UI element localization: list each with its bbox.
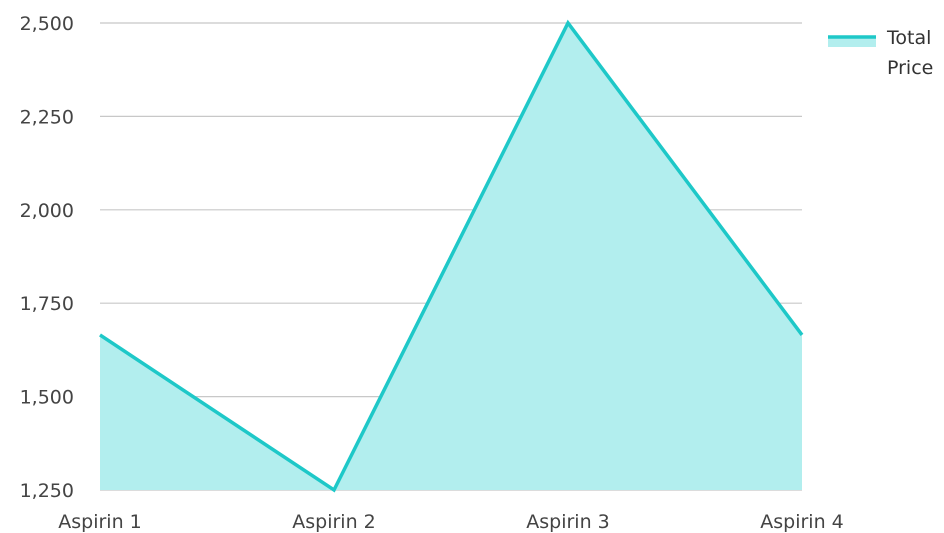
x-tick-label: Aspirin 4 [760, 511, 844, 533]
y-tick-label: 1,250 [20, 480, 74, 502]
legend: Total Price [828, 27, 933, 79]
legend-label-line-1: Total [886, 27, 931, 49]
y-tick-label: 2,000 [20, 200, 74, 222]
y-axis-ticks: 1,250 1,500 1,750 2,000 2,250 2,500 [20, 13, 74, 502]
x-axis-ticks: Aspirin 1 Aspirin 2 Aspirin 3 Aspirin 4 [58, 511, 844, 533]
legend-label-line-2: Price [887, 57, 933, 79]
y-tick-label: 1,750 [20, 293, 74, 315]
x-tick-label: Aspirin 2 [292, 511, 376, 533]
y-tick-label: 1,500 [20, 387, 74, 409]
y-tick-label: 2,500 [20, 13, 74, 35]
series-area [100, 23, 802, 490]
x-tick-label: Aspirin 1 [58, 511, 142, 533]
x-tick-label: Aspirin 3 [526, 511, 610, 533]
y-tick-label: 2,250 [20, 106, 74, 128]
